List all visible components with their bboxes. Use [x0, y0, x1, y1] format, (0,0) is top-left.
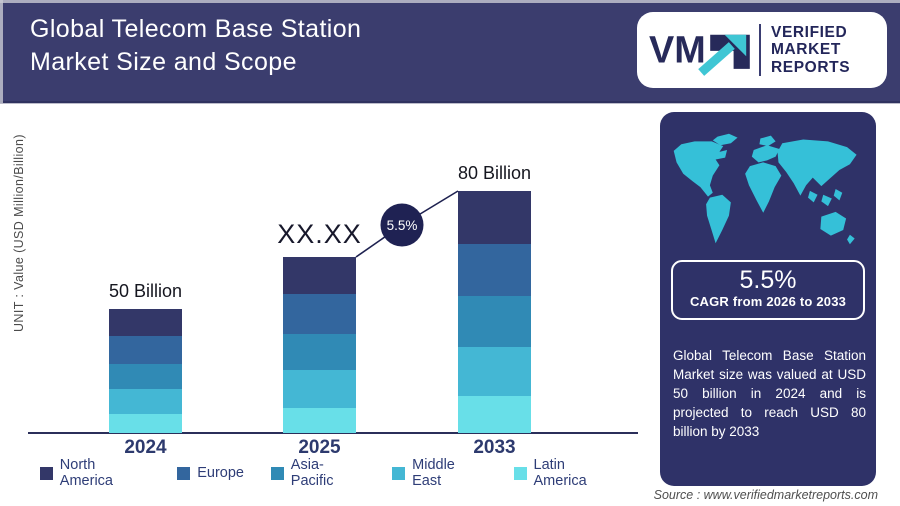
brand-line-verified: VERIFIED — [771, 23, 848, 41]
bar-segment-latin-america — [283, 408, 356, 433]
bar-segment-europe — [109, 336, 182, 364]
market-summary-text: Global Telecom Base Station Market size … — [673, 348, 866, 439]
brand-line-reports: REPORTS — [771, 58, 851, 76]
source-attribution: Source : www.verifiedmarketreports.com — [653, 488, 878, 502]
brand-line-market: MARKET — [771, 41, 841, 59]
bar-segment-north-america — [283, 257, 356, 294]
cagr-card: 5.5% CAGR from 2026 to 2033 — [671, 260, 865, 320]
page-title-line2: Market Size and Scope — [30, 48, 297, 76]
logo-divider — [759, 24, 761, 76]
bar-segment-north-america — [109, 309, 182, 336]
cagr-bubble — [380, 203, 424, 247]
legend-label: Asia-Pacific — [290, 457, 334, 489]
bar-segment-europe — [283, 294, 356, 334]
legend-item-europe: Europe — [177, 465, 244, 481]
legend-item-asia-pacific: Asia-Pacific — [271, 457, 365, 489]
vmr-logo: VM VERIFIED MARKET REPORTS — [637, 12, 887, 88]
x-tick-2024: 2024 — [124, 437, 167, 458]
x-tick-2025: 2025 — [298, 437, 341, 458]
chart-legend: North America Europe Asia-Pacific Middle Ea… — [40, 457, 620, 489]
bar-segment-middle-east — [458, 347, 531, 396]
legend-label: Europe — [197, 465, 244, 481]
legend-swatch — [392, 466, 406, 480]
value-label-2024: 50 Billion — [108, 281, 183, 301]
legend-swatch — [513, 466, 527, 480]
left-edge-border — [0, 0, 3, 103]
bar-segment-asia-pacific — [458, 296, 531, 347]
svg-text:VM: VM — [649, 30, 706, 72]
bar-segment-asia-pacific — [109, 364, 182, 389]
legend-item-north-america: North America — [40, 457, 150, 489]
sidebar-panel: 5.5% CAGR from 2026 to 2033 Global Telec… — [660, 112, 876, 486]
bar-segment-middle-east — [283, 370, 356, 408]
legend-label: Latin America — [533, 457, 587, 489]
brand-text: VERIFIED MARKET REPORTS — [771, 24, 850, 77]
y-axis-unit-label: UNIT : Value (USD Million/Billion) — [12, 134, 26, 332]
header-banner: Global Telecom Base Station Market Size … — [0, 0, 900, 103]
page-title-line1: Global Telecom Base Station — [30, 15, 362, 43]
x-axis-line — [28, 432, 638, 434]
top-edge-border — [0, 0, 900, 3]
x-tick-2033: 2033 — [473, 437, 516, 458]
legend-item-middle-east: Middle East — [392, 457, 486, 489]
value-label-2033: 80 Billion — [457, 163, 532, 183]
bar-segment-middle-east — [109, 389, 182, 414]
legend-item-latin-america: Latin America — [513, 457, 620, 489]
bar-segment-latin-america — [109, 414, 182, 433]
bar-segment-north-america — [458, 191, 531, 244]
bar-segment-europe — [458, 244, 531, 296]
world-map — [668, 125, 868, 253]
legend-label: Middle East — [412, 457, 455, 489]
cagr-bubble-label: 5.5% — [387, 218, 418, 233]
page-title: Global Telecom Base Station Market Size … — [30, 13, 361, 79]
cagr-value: 5.5% — [739, 266, 797, 294]
bar-2025 — [283, 257, 356, 433]
cagr-caption: CAGR from 2026 to 2033 — [689, 294, 847, 309]
legend-swatch — [177, 466, 191, 480]
legend-swatch — [40, 466, 53, 480]
world-map-icon — [673, 133, 857, 245]
bar-2033 — [458, 191, 531, 433]
bar-segment-asia-pacific — [283, 334, 356, 370]
vmr-logo-mark-icon: VM — [649, 30, 750, 76]
bar-segment-latin-america — [458, 396, 531, 433]
legend-swatch — [271, 466, 284, 480]
legend-label: North America — [59, 457, 113, 489]
bar-2024 — [109, 309, 182, 433]
value-label-2025: XX.XX — [277, 219, 362, 249]
